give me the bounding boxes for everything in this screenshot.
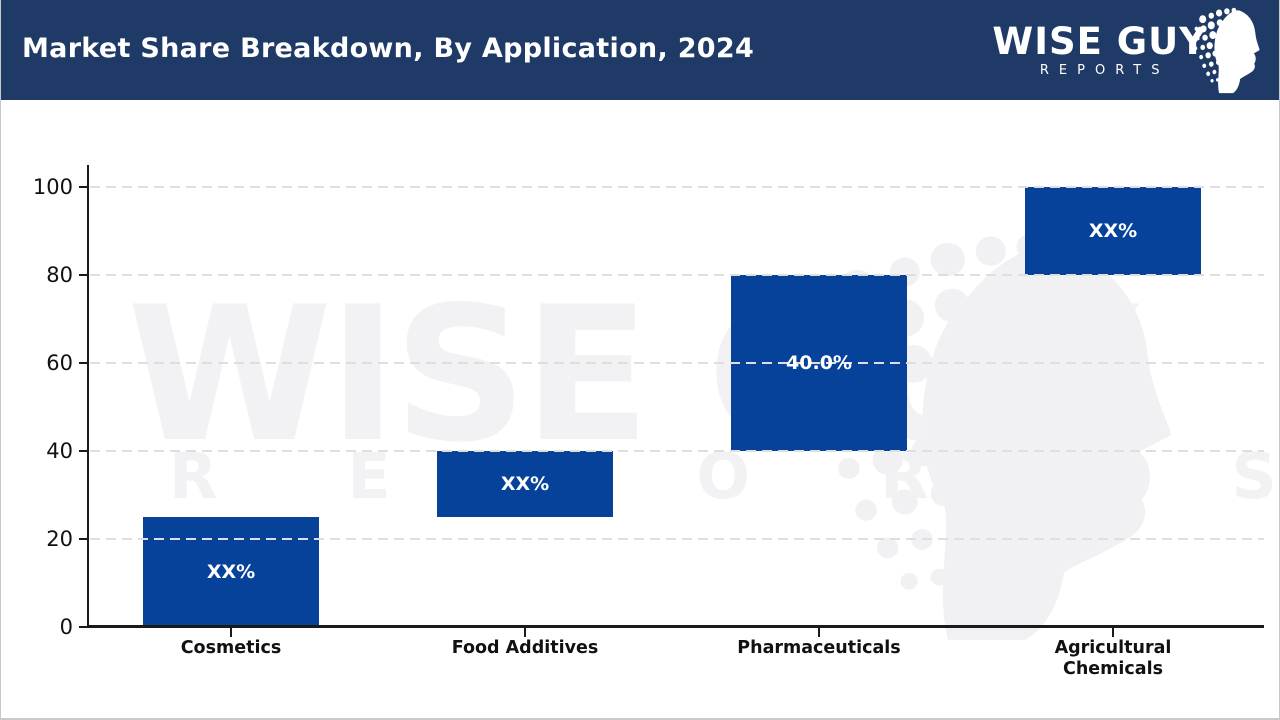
y-axis-line <box>87 165 89 628</box>
gridline-y-60 <box>90 362 1264 364</box>
y-tick-label-80: 80 <box>46 263 73 287</box>
x-label-food-additives: Food Additives <box>451 638 599 658</box>
y-tick-label-100: 100 <box>32 175 73 199</box>
chart-title: Market Share Breakdown, By Application, … <box>22 33 755 64</box>
x-tick-cosmetics <box>230 628 232 637</box>
bar-value-label-food-additives: XX% <box>500 473 550 495</box>
y-tick-label-60: 60 <box>46 351 73 375</box>
bar-value-label-cosmetics: XX% <box>206 561 256 583</box>
brand-name: WISE GUY <box>992 20 1207 63</box>
x-tick-pharmaceuticals <box>818 628 820 637</box>
header: Market Share Breakdown, By Application, … <box>1 0 1279 100</box>
bar-value-label-pharmaceuticals: 40.0% <box>786 352 852 374</box>
y-tick-0 <box>79 626 88 628</box>
y-tick-label-20: 20 <box>46 527 73 551</box>
x-label-cosmetics: Cosmetics <box>180 638 282 658</box>
brand-logo-text: WISE GUY REPORTS <box>992 20 1207 79</box>
brand-logo: WISE GUY REPORTS <box>992 6 1269 94</box>
y-tick-label-40: 40 <box>46 439 73 463</box>
y-tick-20 <box>79 538 88 540</box>
x-label-pharmaceuticals: Pharmaceuticals <box>737 638 901 658</box>
bar-value-label-agricultural-chemicals: XX% <box>1088 220 1138 242</box>
y-tick-40 <box>79 450 88 452</box>
bar-food-additives <box>437 451 613 517</box>
brand-head-icon <box>1194 7 1260 94</box>
x-tick-agricultural-chemicals <box>1112 628 1114 637</box>
bar-cosmetics <box>143 517 319 627</box>
brand-tagline: REPORTS <box>1039 63 1170 78</box>
gridline-y-40 <box>90 450 1264 452</box>
x-axis-line <box>87 625 1264 628</box>
x-tick-food-additives <box>524 628 526 637</box>
gridline-y-80 <box>90 274 1264 276</box>
gridline-y-20 <box>90 538 1264 540</box>
gridline-y-100 <box>90 186 1264 188</box>
y-tick-100 <box>79 186 88 188</box>
x-label-agricultural-chemicals: Agricultural Chemicals <box>1054 638 1172 679</box>
y-tick-80 <box>79 274 88 276</box>
y-tick-label-0: 0 <box>59 615 73 639</box>
y-tick-60 <box>79 362 88 364</box>
